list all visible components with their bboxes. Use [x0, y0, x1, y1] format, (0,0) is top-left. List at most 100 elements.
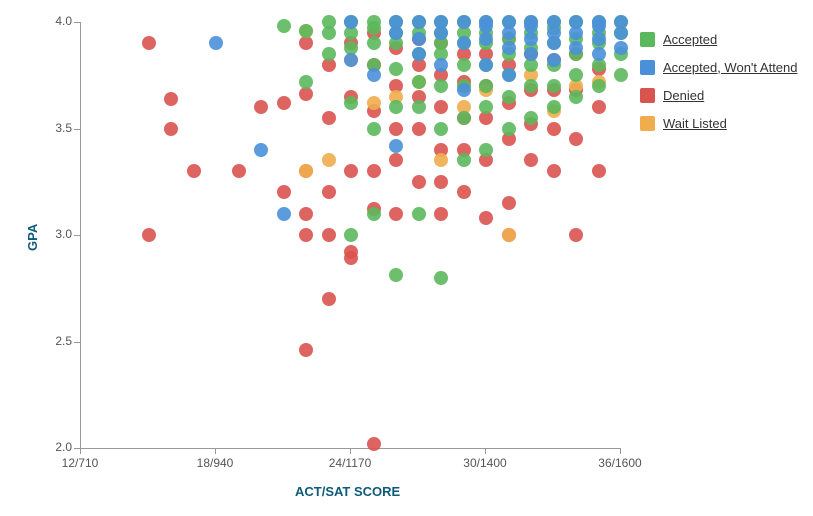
data-point-denied[interactable] — [277, 96, 291, 110]
data-point-accepted_wont_attend[interactable] — [367, 68, 381, 82]
data-point-denied[interactable] — [569, 228, 583, 242]
data-point-accepted[interactable] — [434, 271, 448, 285]
data-point-accepted_wont_attend[interactable] — [344, 53, 358, 67]
data-point-denied[interactable] — [524, 153, 538, 167]
data-point-accepted_wont_attend[interactable] — [389, 139, 403, 153]
data-point-accepted_wont_attend[interactable] — [502, 41, 516, 55]
data-point-denied[interactable] — [389, 153, 403, 167]
data-point-denied[interactable] — [389, 207, 403, 221]
data-point-accepted_wont_attend[interactable] — [209, 36, 223, 50]
data-point-accepted_wont_attend[interactable] — [277, 207, 291, 221]
data-point-denied[interactable] — [299, 207, 313, 221]
legend-item-accepted_wont_attend[interactable]: Accepted, Won't Attend — [640, 53, 798, 81]
data-point-denied[interactable] — [434, 100, 448, 114]
data-point-accepted[interactable] — [569, 68, 583, 82]
data-point-accepted[interactable] — [614, 68, 628, 82]
data-point-accepted[interactable] — [299, 24, 313, 38]
data-point-denied[interactable] — [164, 122, 178, 136]
data-point-accepted[interactable] — [344, 228, 358, 242]
data-point-denied[interactable] — [322, 292, 336, 306]
data-point-accepted_wont_attend[interactable] — [569, 15, 583, 29]
data-point-accepted[interactable] — [479, 100, 493, 114]
data-point-accepted_wont_attend[interactable] — [412, 15, 426, 29]
data-point-wait_listed[interactable] — [322, 153, 336, 167]
data-point-accepted_wont_attend[interactable] — [412, 32, 426, 46]
data-point-accepted[interactable] — [389, 268, 403, 282]
data-point-denied[interactable] — [299, 36, 313, 50]
legend-item-denied[interactable]: Denied — [640, 81, 798, 109]
data-point-denied[interactable] — [367, 437, 381, 451]
data-point-denied[interactable] — [299, 343, 313, 357]
data-point-accepted[interactable] — [389, 62, 403, 76]
data-point-accepted_wont_attend[interactable] — [412, 47, 426, 61]
data-point-accepted[interactable] — [367, 207, 381, 221]
data-point-denied[interactable] — [569, 132, 583, 146]
data-point-denied[interactable] — [457, 185, 471, 199]
data-point-denied[interactable] — [547, 164, 561, 178]
data-point-accepted_wont_attend[interactable] — [592, 32, 606, 46]
data-point-accepted_wont_attend[interactable] — [434, 15, 448, 29]
data-point-denied[interactable] — [254, 100, 268, 114]
data-point-denied[interactable] — [299, 87, 313, 101]
data-point-accepted_wont_attend[interactable] — [524, 15, 538, 29]
data-point-denied[interactable] — [367, 164, 381, 178]
data-point-accepted[interactable] — [277, 19, 291, 33]
data-point-accepted_wont_attend[interactable] — [389, 15, 403, 29]
data-point-accepted[interactable] — [367, 122, 381, 136]
data-point-accepted_wont_attend[interactable] — [592, 15, 606, 29]
data-point-denied[interactable] — [187, 164, 201, 178]
data-point-denied[interactable] — [232, 164, 246, 178]
data-point-denied[interactable] — [592, 100, 606, 114]
data-point-accepted_wont_attend[interactable] — [457, 15, 471, 29]
data-point-accepted[interactable] — [457, 153, 471, 167]
data-point-wait_listed[interactable] — [367, 96, 381, 110]
data-point-denied[interactable] — [412, 175, 426, 189]
data-point-denied[interactable] — [277, 185, 291, 199]
data-point-accepted_wont_attend[interactable] — [547, 15, 561, 29]
data-point-accepted_wont_attend[interactable] — [479, 58, 493, 72]
data-point-accepted[interactable] — [457, 111, 471, 125]
data-point-denied[interactable] — [322, 111, 336, 125]
data-point-accepted[interactable] — [434, 122, 448, 136]
data-point-accepted_wont_attend[interactable] — [547, 53, 561, 67]
data-point-accepted[interactable] — [412, 100, 426, 114]
data-point-accepted[interactable] — [592, 79, 606, 93]
data-point-accepted[interactable] — [389, 100, 403, 114]
data-point-accepted_wont_attend[interactable] — [479, 15, 493, 29]
data-point-accepted_wont_attend[interactable] — [502, 68, 516, 82]
data-point-denied[interactable] — [434, 207, 448, 221]
data-point-denied[interactable] — [322, 228, 336, 242]
data-point-accepted[interactable] — [299, 75, 313, 89]
data-point-denied[interactable] — [434, 175, 448, 189]
data-point-accepted[interactable] — [412, 75, 426, 89]
data-point-accepted[interactable] — [502, 90, 516, 104]
data-point-accepted_wont_attend[interactable] — [524, 47, 538, 61]
data-point-denied[interactable] — [142, 36, 156, 50]
data-point-denied[interactable] — [142, 228, 156, 242]
data-point-accepted[interactable] — [502, 122, 516, 136]
data-point-accepted[interactable] — [479, 79, 493, 93]
data-point-wait_listed[interactable] — [299, 164, 313, 178]
data-point-accepted_wont_attend[interactable] — [344, 15, 358, 29]
data-point-denied[interactable] — [344, 245, 358, 259]
data-point-accepted[interactable] — [367, 36, 381, 50]
data-point-denied[interactable] — [592, 164, 606, 178]
data-point-denied[interactable] — [389, 122, 403, 136]
data-point-accepted[interactable] — [322, 26, 336, 40]
data-point-denied[interactable] — [502, 196, 516, 210]
data-point-denied[interactable] — [299, 228, 313, 242]
data-point-denied[interactable] — [344, 164, 358, 178]
data-point-accepted[interactable] — [524, 79, 538, 93]
data-point-denied[interactable] — [412, 122, 426, 136]
data-point-accepted_wont_attend[interactable] — [524, 32, 538, 46]
data-point-wait_listed[interactable] — [502, 228, 516, 242]
data-point-accepted[interactable] — [434, 79, 448, 93]
data-point-accepted_wont_attend[interactable] — [457, 36, 471, 50]
data-point-accepted_wont_attend[interactable] — [614, 15, 628, 29]
data-point-accepted_wont_attend[interactable] — [569, 41, 583, 55]
data-point-accepted[interactable] — [547, 100, 561, 114]
data-point-accepted[interactable] — [367, 15, 381, 29]
data-point-accepted_wont_attend[interactable] — [479, 32, 493, 46]
legend-item-accepted[interactable]: Accepted — [640, 25, 798, 53]
data-point-wait_listed[interactable] — [434, 153, 448, 167]
